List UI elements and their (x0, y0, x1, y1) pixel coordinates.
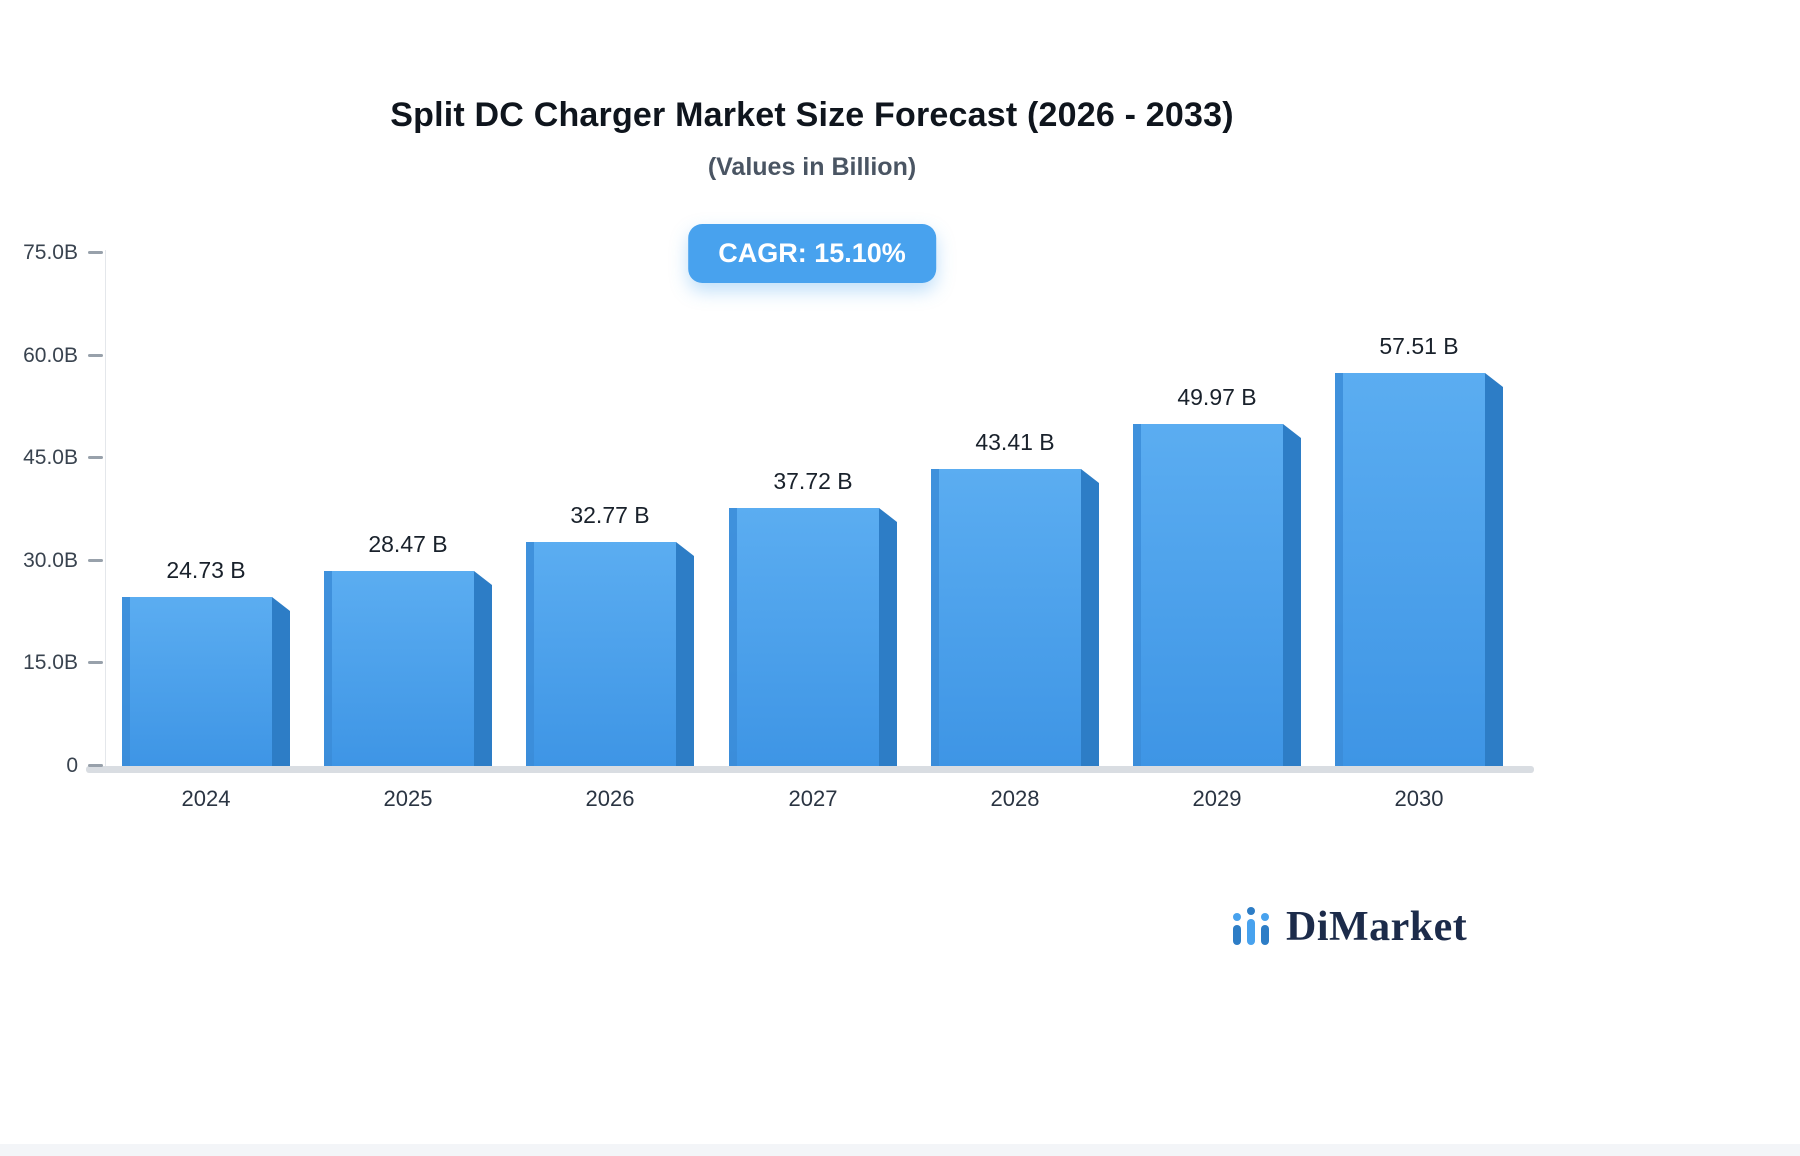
chart-header: Split DC Charger Market Size Forecast (2… (0, 96, 1624, 182)
y-tick-label: 45.0B (23, 446, 78, 470)
x-tick-label: 2024 (181, 786, 231, 811)
y-axis-line (105, 250, 106, 766)
y-tick-label: 60.0B (23, 343, 78, 367)
x-tick-label: 2026 (585, 786, 635, 811)
bar-value-label: 28.47 B (368, 531, 448, 557)
brand-name: DiMarket (1286, 904, 1468, 950)
bar-value-label: 57.51 B (1379, 333, 1459, 359)
bar-side-face (1081, 469, 1099, 766)
bar-main-face (122, 597, 272, 766)
chart-subtitle: (Values in Billion) (707, 153, 917, 181)
bar-main-face (526, 542, 676, 766)
bar-value-label: 43.41 B (975, 429, 1055, 455)
bar-left-edge (1133, 424, 1141, 766)
y-tick-label: 15.0B (23, 651, 78, 675)
y-tick-mark (88, 661, 103, 665)
y-tick-mark (88, 558, 103, 562)
bar-chart-logo-icon (1233, 907, 1269, 945)
chart-title: Split DC Charger Market Size Forecast (2… (390, 96, 1234, 134)
bar-side-face (879, 508, 897, 766)
cagr-badge: CAGR: 15.10% (688, 224, 936, 283)
x-tick-label: 2025 (383, 786, 433, 811)
bar-main-face (931, 469, 1081, 766)
bar-left-edge (122, 597, 130, 766)
bar-left-edge (729, 508, 737, 766)
x-tick-label: 2030 (1394, 786, 1444, 811)
bar-value-label: 32.77 B (570, 502, 650, 528)
bar-2030 (1335, 373, 1503, 766)
bar-left-edge (526, 542, 534, 766)
y-tick-label: 30.0B (23, 548, 78, 572)
bar-side-face (676, 542, 694, 766)
bar-2027 (729, 508, 897, 766)
y-tick-mark (88, 251, 103, 254)
bar-main-face (1335, 373, 1485, 766)
x-tick-label: 2028 (990, 786, 1040, 811)
y-tick-label: 0 (66, 754, 78, 777)
bar-2025 (324, 571, 492, 766)
bar-2026 (526, 542, 694, 766)
bar-value-label: 24.73 B (166, 557, 246, 583)
y-tick-mark (88, 353, 103, 357)
y-tick-label: 75.0B (23, 241, 78, 264)
bar-value-label: 49.97 B (1177, 384, 1257, 410)
bar-left-edge (931, 469, 939, 766)
x-tick-label: 2029 (1192, 786, 1242, 811)
y-tick-mark (88, 764, 103, 767)
brand-logo: DiMarket (1228, 903, 1467, 951)
bar-value-label: 37.72 B (773, 468, 853, 494)
bar-side-face (1283, 424, 1301, 766)
bar-2024 (122, 597, 290, 766)
bar-left-edge (1335, 373, 1343, 766)
bar-main-face (1133, 424, 1283, 766)
bar-left-edge (324, 571, 332, 766)
bottom-band (0, 1144, 1800, 1156)
bar-2028 (931, 469, 1099, 766)
bar-main-face (324, 571, 474, 766)
bar-side-face (474, 571, 492, 766)
bar-2029 (1133, 424, 1301, 766)
bar-side-face (1485, 373, 1503, 766)
x-axis-baseline (86, 766, 1534, 773)
bar-main-face (729, 508, 879, 766)
bar-side-face (272, 597, 290, 766)
x-tick-label: 2027 (788, 786, 838, 811)
y-tick-mark (88, 456, 103, 460)
